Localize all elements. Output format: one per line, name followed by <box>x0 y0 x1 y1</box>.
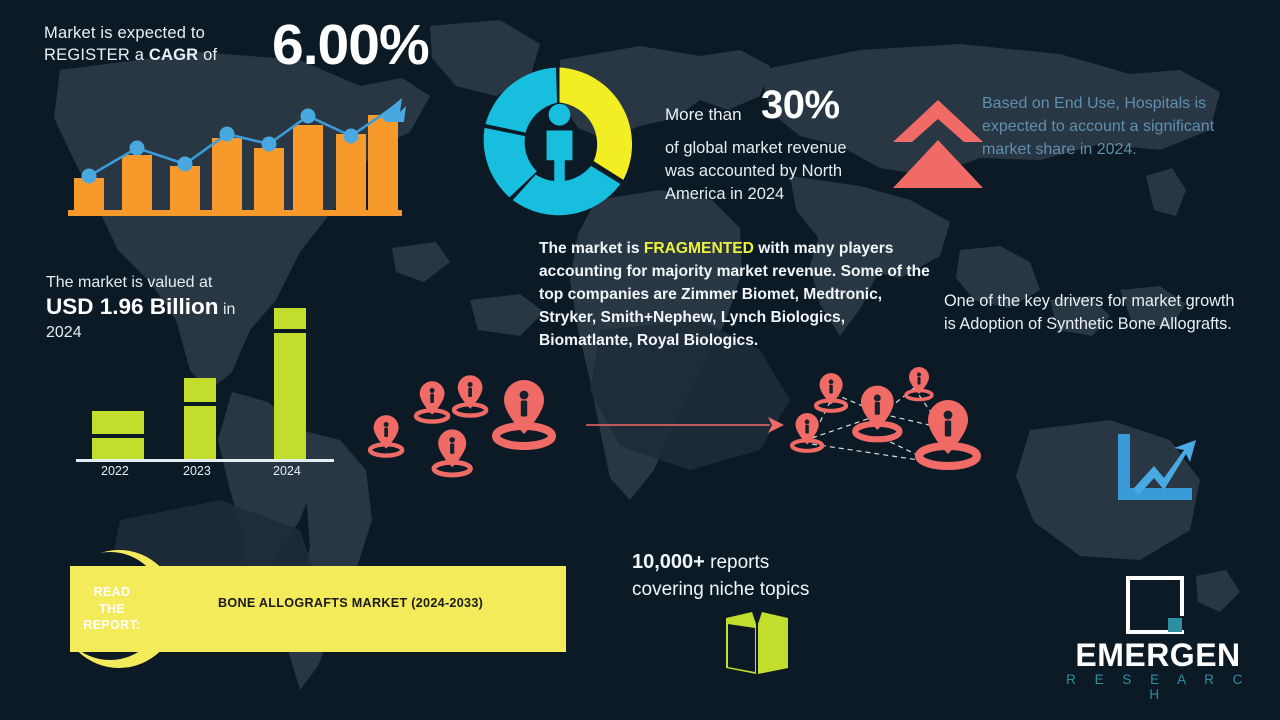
read-line-2: THE <box>98 601 126 616</box>
map-pin-icon <box>367 415 405 458</box>
frag-highlight: FRAGMENTED <box>643 240 754 257</box>
cagr-line2-bold: CAGR <box>148 46 199 65</box>
frag-pre: The market is <box>539 240 644 257</box>
growth-chart-icon <box>1112 430 1200 506</box>
reports-count: 10,000+ <box>632 551 705 573</box>
logo-wordmark: EMERGEN <box>1075 637 1241 673</box>
market-value-bar-chart: 2022 2023 2024 <box>72 296 342 478</box>
read-report-banner[interactable]: BONE ALLOGRAFTS MARKET (2024-2033) <box>70 566 566 652</box>
reports-line1-rest: reports <box>704 552 770 573</box>
logo-square-icon <box>1124 574 1186 636</box>
read-line-1: READ <box>93 585 131 600</box>
market-trend-bar-chart <box>62 86 410 226</box>
market-value-lead: The market is valued at <box>46 274 213 291</box>
market-value-block: The market is valued at USD 1.96 Billion… <box>46 273 306 344</box>
green-chart-xlabel-2022: 2022 <box>101 464 129 478</box>
end-use-note: Based on End Use, Hospitals is expected … <box>982 95 1215 159</box>
map-pin-cluster-left <box>358 372 578 484</box>
map-pin-icon <box>852 385 903 443</box>
reports-count-block: 10,000+ reports covering niche topics <box>632 548 932 604</box>
cagr-line2-pre: REGISTER a <box>44 46 149 65</box>
na-lead-text: More than <box>665 105 742 124</box>
open-book-icon <box>722 610 792 678</box>
map-pin-cluster-right <box>782 366 997 492</box>
frag-post: with many players accounting for majorit… <box>539 240 930 350</box>
key-driver-note: One of the key drivers for market growth… <box>944 292 1235 333</box>
cagr-label: Market is expected to REGISTER a CAGR of <box>44 22 239 67</box>
na-share-value: 30% <box>761 83 840 127</box>
map-pin-icon <box>431 429 473 478</box>
reports-line2: covering niche topics <box>632 578 810 600</box>
person-icon <box>546 103 573 188</box>
market-value-in: in <box>218 301 236 319</box>
map-pin-icon <box>789 413 825 453</box>
map-pin-icon <box>915 400 981 470</box>
map-pin-icon <box>413 381 451 424</box>
market-value-amount: USD 1.96 Billion <box>46 294 219 320</box>
market-value-year: 2024 <box>46 324 82 342</box>
map-pin-icon <box>813 373 849 413</box>
green-chart-xlabel-2024: 2024 <box>273 464 301 478</box>
up-arrows-icon <box>888 96 988 192</box>
na-description: of global market revenue was accounted b… <box>665 139 847 204</box>
market-fragmentation-paragraph: The market is FRAGMENTED with many playe… <box>539 237 931 352</box>
read-the-report-label[interactable]: READ THE REPORT: <box>72 578 152 640</box>
green-chart-xlabel-2023: 2023 <box>183 464 211 478</box>
map-pin-icon <box>451 375 489 418</box>
map-pin-icon <box>492 380 556 450</box>
read-line-3: REPORT: <box>83 618 141 633</box>
revenue-share-donut-chart <box>472 57 647 232</box>
flow-arrow-icon <box>586 414 786 438</box>
map-pin-icon <box>904 367 934 402</box>
report-title: BONE ALLOGRAFTS MARKET (2024-2033) <box>218 596 484 610</box>
logo-subtitle: R E S E A R C H <box>1066 672 1250 702</box>
cagr-line1: Market is expected to <box>44 24 206 42</box>
cagr-line2-post: of <box>198 46 218 65</box>
cagr-value: 6.00% <box>272 13 430 77</box>
emergen-research-logo: EMERGEN R E S E A R C H <box>1060 574 1256 702</box>
